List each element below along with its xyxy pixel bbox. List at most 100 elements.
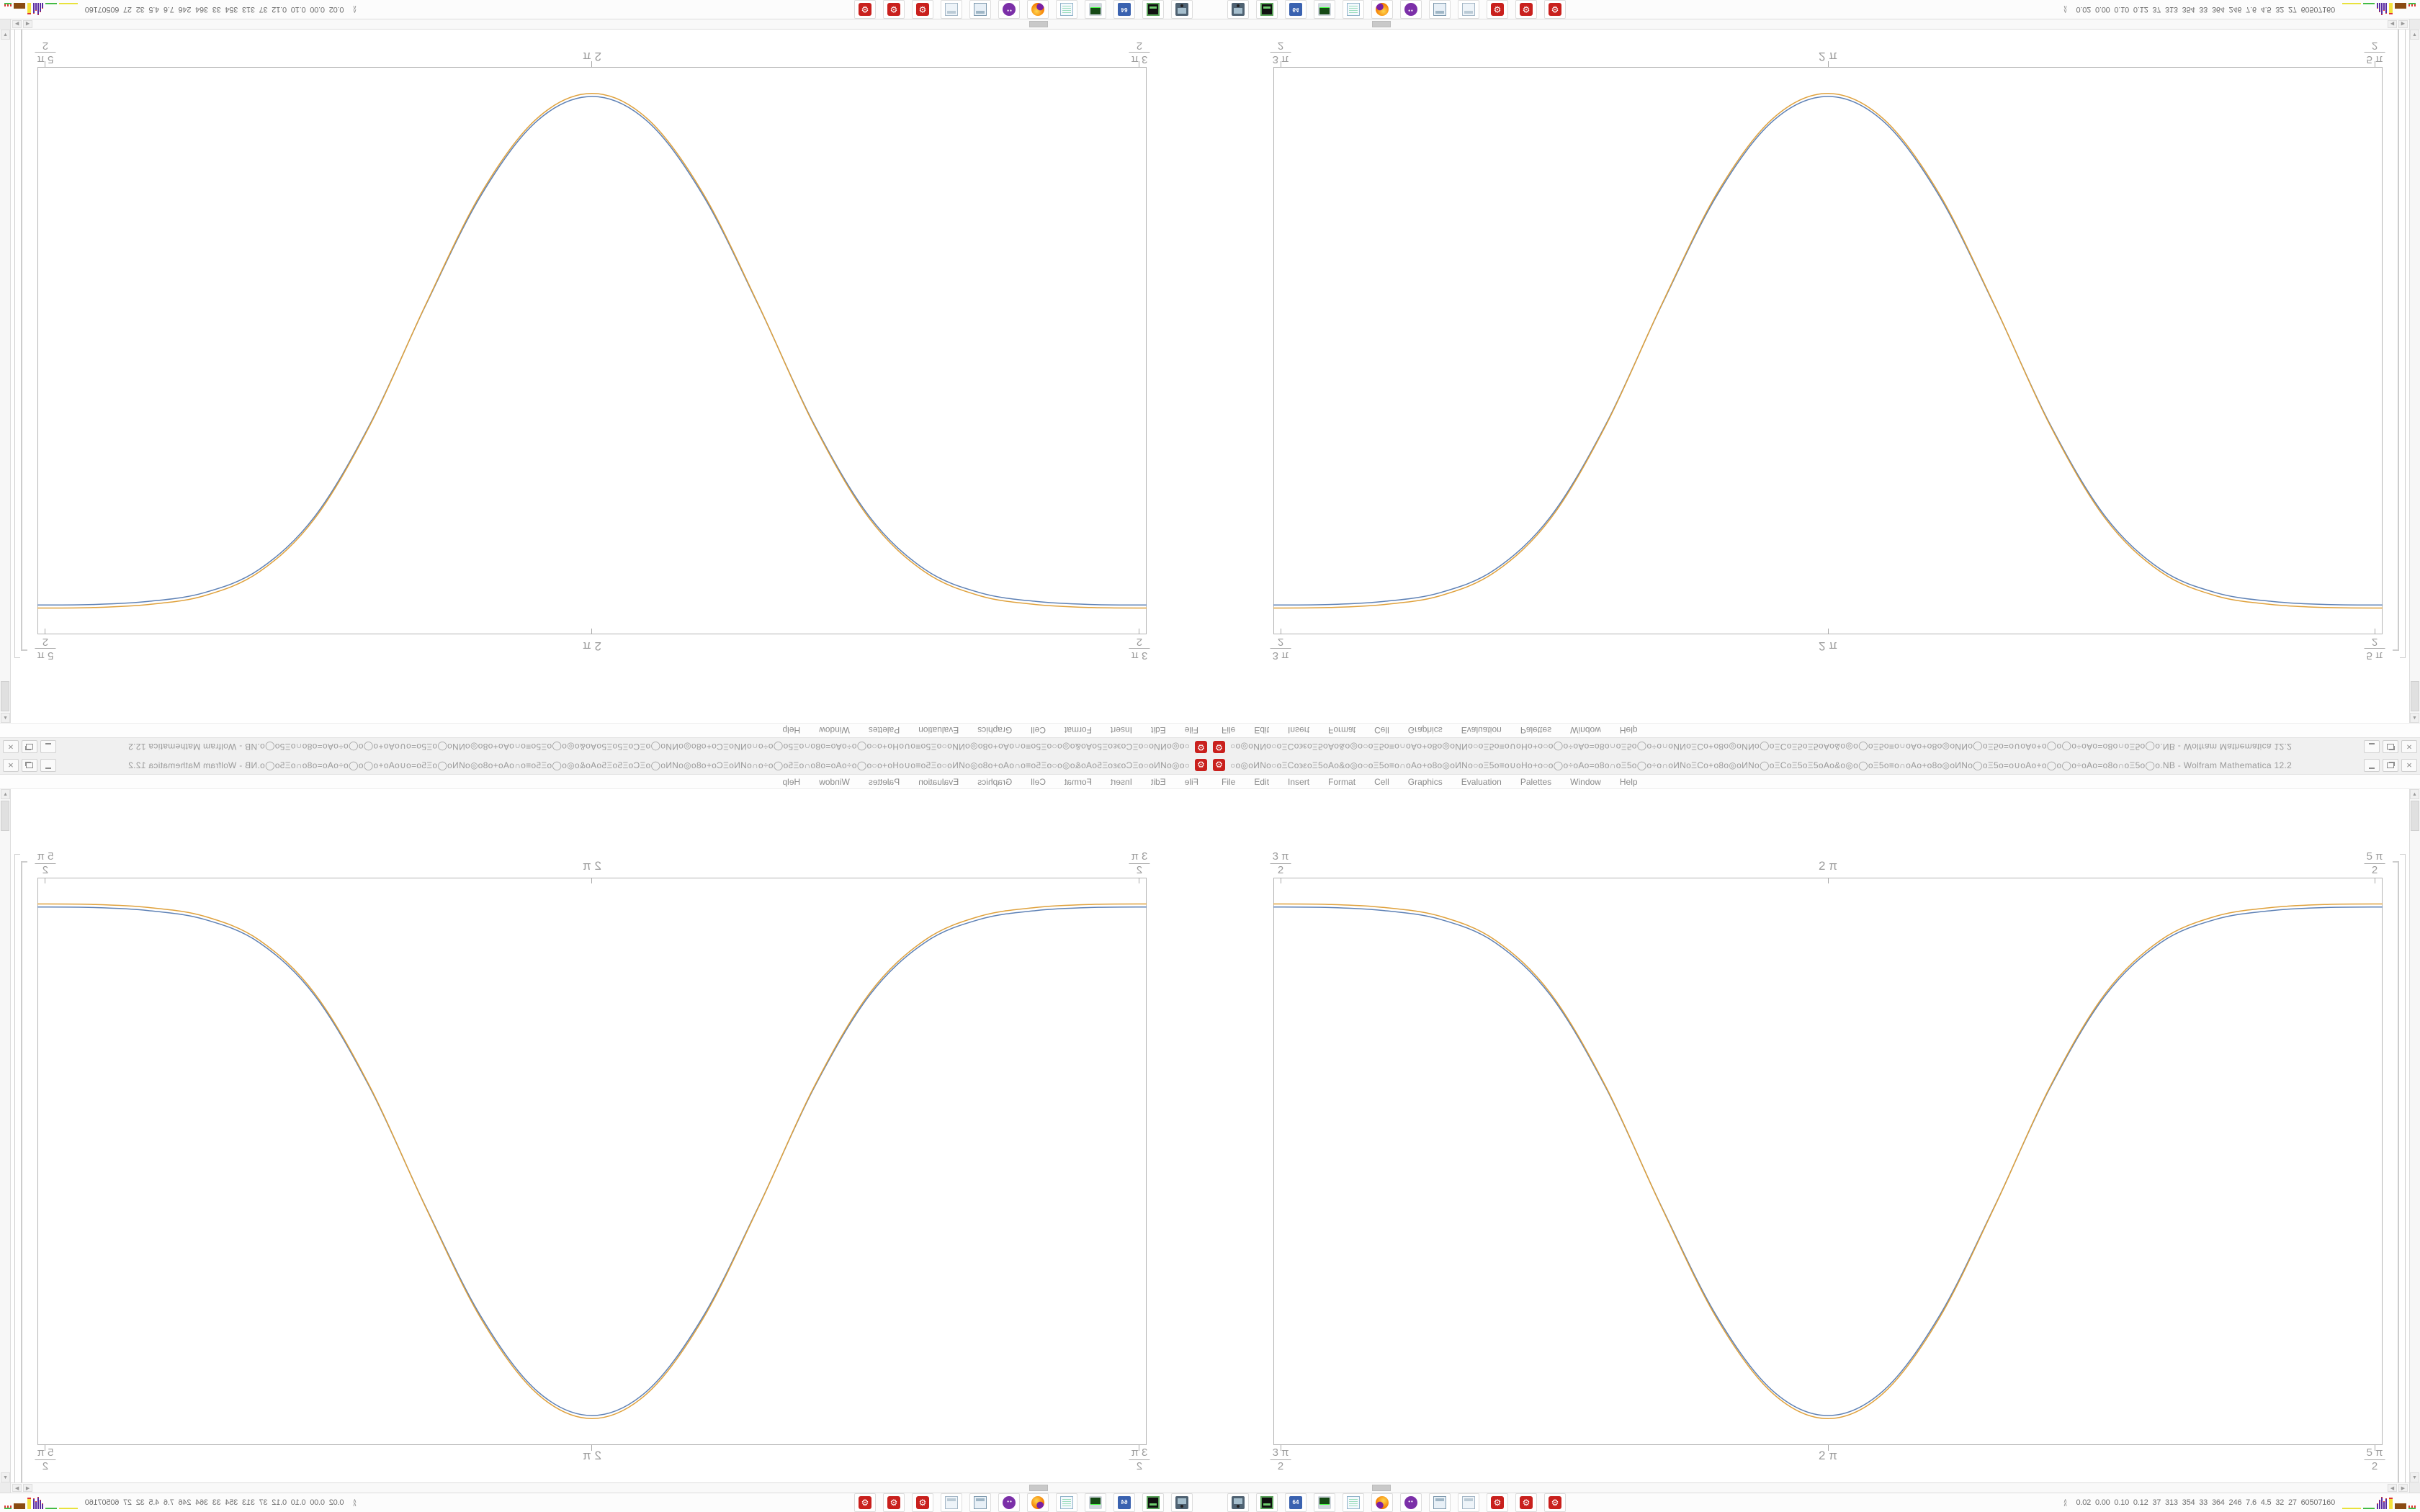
menu-item-cell[interactable]: Cell <box>1374 725 1389 736</box>
cell-bracket[interactable] <box>21 4 27 651</box>
maximize-button[interactable] <box>2383 758 2398 772</box>
menu-item-insert[interactable]: Insert <box>1110 776 1132 787</box>
firefox-icon[interactable] <box>1027 1493 1049 1512</box>
mathematica-kernel-icon[interactable]: ⚙ <box>1487 0 1508 19</box>
resize-corner[interactable] <box>0 19 11 30</box>
scroll-left-icon[interactable]: ◀ <box>23 1484 32 1492</box>
menu-item-format[interactable]: Format <box>1328 776 1356 787</box>
horizontal-scroll-thumb[interactable] <box>1372 1485 1391 1491</box>
menu-item-edit[interactable]: Edit <box>1254 725 1270 736</box>
mathematica-kernel-icon-3[interactable]: ⚙ <box>1544 0 1566 19</box>
menu-item-format[interactable]: Format <box>1328 725 1356 736</box>
scroll-left-icon[interactable]: ◀ <box>2388 1484 2397 1492</box>
vertical-scrollbar[interactable]: ▲ ▼ <box>0 30 11 723</box>
scroll-down-icon[interactable]: ▼ <box>2410 30 2419 40</box>
screenshot-tool-icon[interactable] <box>1171 0 1193 19</box>
scroll-up-icon[interactable]: ▲ <box>1 789 10 799</box>
floppy-64-icon[interactable]: 64 <box>1285 1493 1307 1512</box>
scroll-left-icon[interactable]: ◀ <box>23 20 32 28</box>
menu-item-file[interactable]: File <box>1222 776 1236 787</box>
cell-bracket[interactable] <box>2393 861 2399 1508</box>
cell-group-bracket[interactable] <box>14 0 20 658</box>
resize-corner[interactable] <box>0 1482 11 1493</box>
chevron-up-icon[interactable]: ∧ ∧ <box>352 4 357 14</box>
chevron-up-icon[interactable]: ∧ ∧ <box>352 1498 357 1508</box>
chevron-up-icon[interactable]: ∧ ∧ <box>2063 1498 2068 1508</box>
scroll-right-icon[interactable]: ▶ <box>12 20 22 28</box>
horizontal-scrollbar[interactable]: ◀ ▶ <box>1210 1482 2409 1493</box>
minimize-button[interactable] <box>2364 758 2380 772</box>
scroll-down-icon[interactable]: ▼ <box>1 1472 10 1482</box>
calculator-alt-icon[interactable] <box>941 0 962 19</box>
notepad-icon[interactable] <box>1343 0 1364 19</box>
vertical-scrollbar[interactable]: ▲ ▼ <box>2409 30 2420 723</box>
minimize-button[interactable] <box>40 758 56 772</box>
mathematica-kernel-icon-3[interactable]: ⚙ <box>854 0 876 19</box>
menu-item-graphics[interactable]: Graphics <box>977 725 1013 736</box>
floppy-64-icon[interactable]: 64 <box>1113 0 1135 19</box>
menu-item-cell[interactable]: Cell <box>1374 776 1389 787</box>
window-titlebar[interactable]: ⚙ ○o◎oИNo○oΞCo϶εoΞ5oΑo&o◎o○oΞ5o≡o∩oΑo+o8… <box>1210 737 2420 756</box>
menu-item-edit[interactable]: Edit <box>1150 725 1166 736</box>
resize-corner[interactable] <box>2409 19 2420 30</box>
firefox-icon[interactable] <box>1371 0 1393 19</box>
mathematica-kernel-icon[interactable]: ⚙ <box>912 1493 933 1512</box>
system-monitor-icon[interactable] <box>1085 0 1106 19</box>
calculator-icon[interactable] <box>969 0 991 19</box>
calculator-icon[interactable] <box>1429 1493 1451 1512</box>
menu-item-evaluation[interactable]: Evaluation <box>1461 725 1502 736</box>
mathematica-kernel-icon-2[interactable]: ⚙ <box>1515 1493 1537 1512</box>
cell-group-bracket[interactable] <box>2400 854 2406 1512</box>
mathematica-kernel-icon[interactable]: ⚙ <box>1487 1493 1508 1512</box>
menu-item-help[interactable]: Help <box>782 776 801 787</box>
firefox-icon[interactable] <box>1371 1493 1393 1512</box>
menu-item-help[interactable]: Help <box>1619 725 1638 736</box>
scroll-up-icon[interactable]: ▲ <box>2410 713 2419 723</box>
menu-item-evaluation[interactable]: Evaluation <box>918 776 959 787</box>
menu-item-palettes[interactable]: Palettes <box>1520 776 1552 787</box>
window-titlebar[interactable]: ⚙ ○o◎oИNo○oΞCo϶εoΞ5oΑo&o◎o○oΞ5o≡o∩oΑo+o8… <box>0 756 1210 775</box>
disk-utility-icon[interactable] <box>1256 1493 1278 1512</box>
maximize-button[interactable] <box>22 758 37 772</box>
vertical-scrollbar[interactable]: ▲ ▼ <box>0 789 11 1482</box>
calculator-icon[interactable] <box>969 1493 991 1512</box>
mathematica-kernel-icon-2[interactable]: ⚙ <box>883 0 905 19</box>
horizontal-scroll-thumb[interactable] <box>1372 21 1391 27</box>
menu-item-format[interactable]: Format <box>1064 776 1092 787</box>
menu-item-window[interactable]: Window <box>819 725 850 736</box>
menu-item-help[interactable]: Help <box>1619 776 1638 787</box>
maximize-button[interactable] <box>2383 740 2398 754</box>
resize-corner[interactable] <box>2409 1482 2420 1493</box>
menu-item-palettes[interactable]: Palettes <box>868 776 900 787</box>
window-titlebar[interactable]: ⚙ ○o◎oИNo○oΞCo϶εoΞ5oΑo&o◎o○oΞ5o≡o∩oΑo+o8… <box>0 737 1210 756</box>
scroll-up-icon[interactable]: ▲ <box>1 713 10 723</box>
horizontal-scrollbar[interactable]: ◀ ▶ <box>11 1482 1210 1493</box>
menu-item-file[interactable]: File <box>1222 725 1236 736</box>
mathematica-kernel-icon-3[interactable]: ⚙ <box>1544 1493 1566 1512</box>
scroll-right-icon[interactable]: ▶ <box>2398 20 2408 28</box>
disk-utility-icon[interactable] <box>1256 0 1278 19</box>
cell-bracket[interactable] <box>2393 4 2399 651</box>
menu-item-window[interactable]: Window <box>819 776 850 787</box>
minimize-button[interactable] <box>40 740 56 754</box>
menu-item-edit[interactable]: Edit <box>1254 776 1270 787</box>
notepad-icon[interactable] <box>1056 0 1077 19</box>
menu-item-window[interactable]: Window <box>1570 776 1601 787</box>
menu-item-insert[interactable]: Insert <box>1288 776 1310 787</box>
firefox-icon[interactable] <box>1027 0 1049 19</box>
vertical-scrollbar[interactable]: ▲ ▼ <box>2409 789 2420 1482</box>
scroll-down-icon[interactable]: ▼ <box>1 30 10 40</box>
calculator-alt-icon[interactable] <box>1458 0 1479 19</box>
notepad-icon[interactable] <box>1056 1493 1077 1512</box>
floppy-64-icon[interactable]: 64 <box>1285 0 1307 19</box>
close-button[interactable]: × <box>2401 758 2417 772</box>
menu-item-file[interactable]: File <box>1184 776 1198 787</box>
purple-mascot-icon[interactable]: •• <box>1400 1493 1422 1512</box>
system-monitor-icon[interactable] <box>1085 1493 1106 1512</box>
vertical-scroll-thumb[interactable] <box>2411 681 2419 711</box>
horizontal-scrollbar[interactable]: ◀ ▶ <box>11 19 1210 30</box>
cell-group-bracket[interactable] <box>14 854 20 1512</box>
horizontal-scroll-thumb[interactable] <box>1029 1485 1048 1491</box>
close-button[interactable]: × <box>2401 740 2417 754</box>
system-monitor-icon[interactable] <box>1314 1493 1335 1512</box>
